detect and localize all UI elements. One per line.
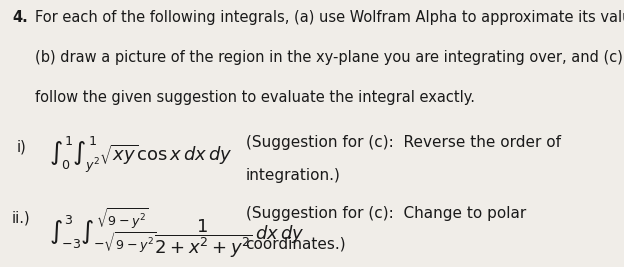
Text: follow the given suggestion to evaluate the integral exactly.: follow the given suggestion to evaluate …: [35, 90, 475, 105]
Text: $\int_0^1 \int_{y^2}^{1} \sqrt{xy}\cos x\, dx\, dy$: $\int_0^1 \int_{y^2}^{1} \sqrt{xy}\cos x…: [49, 135, 232, 175]
Text: coordinates.): coordinates.): [246, 237, 346, 252]
Text: (Suggestion for (c):  Reverse the order of: (Suggestion for (c): Reverse the order o…: [246, 135, 560, 150]
Text: (b) draw a picture of the region in the xy-plane you are integrating over, and (: (b) draw a picture of the region in the …: [35, 50, 623, 65]
Text: i): i): [16, 140, 26, 155]
Text: For each of the following integrals, (a) use Wolfram Alpha to approximate its va: For each of the following integrals, (a)…: [35, 10, 624, 25]
Text: $\int_{-3}^{3} \int_{-\sqrt{9-y^2}}^{\sqrt{9-y^2}} \dfrac{1}{2+x^2+y^2}\, dx\, d: $\int_{-3}^{3} \int_{-\sqrt{9-y^2}}^{\sq…: [49, 206, 305, 260]
Text: (Suggestion for (c):  Change to polar: (Suggestion for (c): Change to polar: [246, 206, 526, 221]
Text: ii.): ii.): [12, 211, 31, 226]
Text: 4.: 4.: [12, 10, 27, 25]
Text: integration.): integration.): [246, 168, 341, 183]
